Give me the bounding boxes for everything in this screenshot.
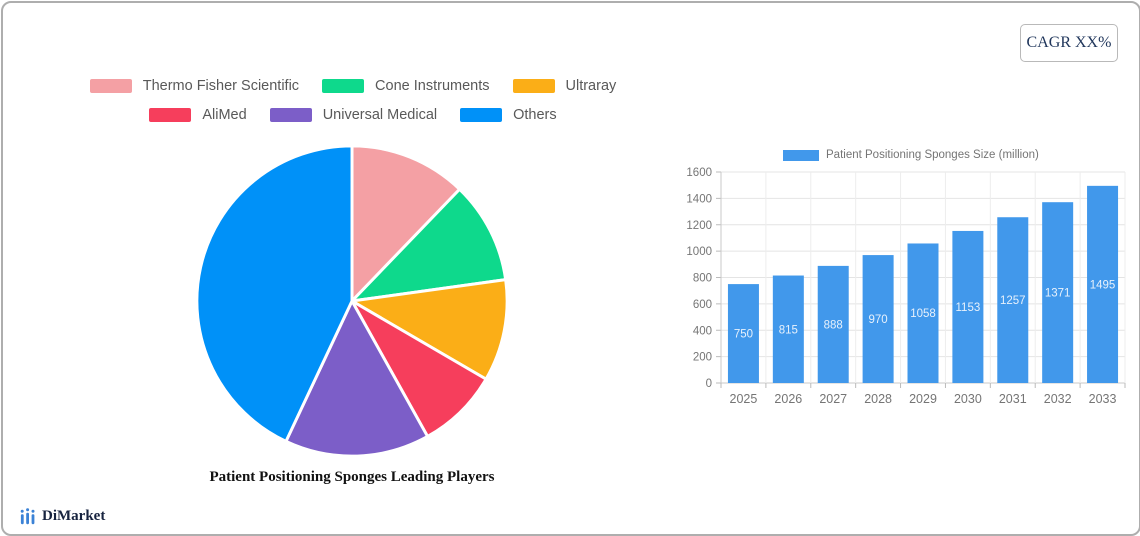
x-axis-tick-label: 2026 [774,392,802,406]
y-axis-tick-label: 600 [693,299,712,311]
bar-2029 [907,243,939,383]
bar-legend-swatch [783,149,819,161]
bar-value-label: 1371 [1045,288,1071,300]
pie-legend-item[interactable]: AliMed [149,107,247,123]
pie-legend-item[interactable]: Thermo Fisher Scientific [89,78,300,94]
legend-swatch [149,108,192,122]
pie-chart [190,139,514,463]
bar-value-label: 1257 [1000,295,1026,307]
bar-legend-item[interactable]: Patient Positioning Sponges Size (millio… [783,149,1039,161]
bar-2026 [772,275,804,383]
bar-value-label: 1495 [1090,279,1116,291]
y-axis-tick-label: 1400 [686,193,712,205]
x-axis-tick-label: 2028 [864,392,892,406]
bar-chart-svg: 0 200 400 600 800 1000 1200 1400 1600 750 2025 815 2… [686,167,1126,406]
pie-slice-others [195,144,354,443]
bar-2033 [1087,185,1119,383]
x-axis-tick-label: 2029 [909,392,937,406]
bar-value-label: 750 [734,329,753,341]
bar-value-label: 888 [824,319,843,331]
pie-slice-thermo-fisher-scientific [350,144,462,303]
pie-legend-item[interactable]: Cone Instruments [322,78,490,94]
cagr-button[interactable]: CAGR XX% [1020,24,1118,62]
pie-chart-title: Patient Positioning Sponges Leading Play… [209,469,495,485]
pie-slice-universal-medical [284,299,430,458]
pie-legend: Thermo Fisher Scientific Cone Instruments… [33,78,673,123]
y-axis-tick-label: 1000 [686,246,712,258]
x-axis-tick-label: 2033 [1089,392,1117,406]
legend-swatch [269,108,312,122]
legend-swatch [322,79,365,93]
brand-name: DiMarket [42,508,106,524]
y-axis-tick-label: 800 [693,273,712,285]
y-axis-tick-label: 0 [706,378,712,390]
x-axis-tick-label: 2032 [1044,392,1072,406]
legend-swatch [460,108,503,122]
bar-2025 [727,284,759,383]
pie-chart-svg [195,144,509,458]
bar-2030 [952,230,984,383]
y-axis-tick-label: 400 [693,325,712,337]
bar-2031 [997,217,1029,383]
legend-swatch [89,79,132,93]
x-axis-tick-label: 2030 [954,392,982,406]
legend-label: AliMed [202,107,247,123]
legend-label: Ultraray [565,78,617,94]
y-axis-tick-label: 1600 [686,167,712,179]
bar-2028 [862,255,894,383]
brand-logo: DiMarket [20,508,105,525]
legend-label: Thermo Fisher Scientific [142,78,300,94]
bar-value-label: 815 [779,324,798,336]
bar-value-label: 970 [869,314,888,326]
pie-legend-row: AliMed Universal Medical Others [149,107,557,123]
y-axis-tick-label: 200 [693,352,712,364]
bar-2027 [817,265,849,383]
legend-swatch [512,79,555,93]
pie-legend-row: Thermo Fisher Scientific Cone Instruments… [89,78,617,94]
pie-legend-item[interactable]: Others [460,107,557,123]
cagr-label: CAGR XX% [1026,34,1112,51]
legend-label: Universal Medical [322,107,438,123]
x-axis-tick-label: 2031 [999,392,1027,406]
bar-value-label: 1058 [910,308,936,320]
bar-chart-icon [20,508,35,525]
legend-label: Cone Instruments [375,78,490,94]
pie-slice-ultraray [350,278,509,381]
pie-legend-item[interactable]: Universal Medical [269,107,438,123]
bar-chart-panel: Patient Positioning Sponges Size (millio… [671,143,1140,423]
bar-legend-label: Patient Positioning Sponges Size (millio… [826,149,1039,161]
y-axis-tick-label: 1200 [686,220,712,232]
x-axis-tick-label: 2025 [730,392,758,406]
bar-value-label: 1153 [956,302,981,314]
pie-slice-cone-instruments [350,187,508,303]
legend-label: Others [513,107,557,123]
x-axis-tick-label: 2027 [819,392,847,406]
pie-legend-item[interactable]: Ultraray [512,78,617,94]
bar-2032 [1042,202,1074,383]
